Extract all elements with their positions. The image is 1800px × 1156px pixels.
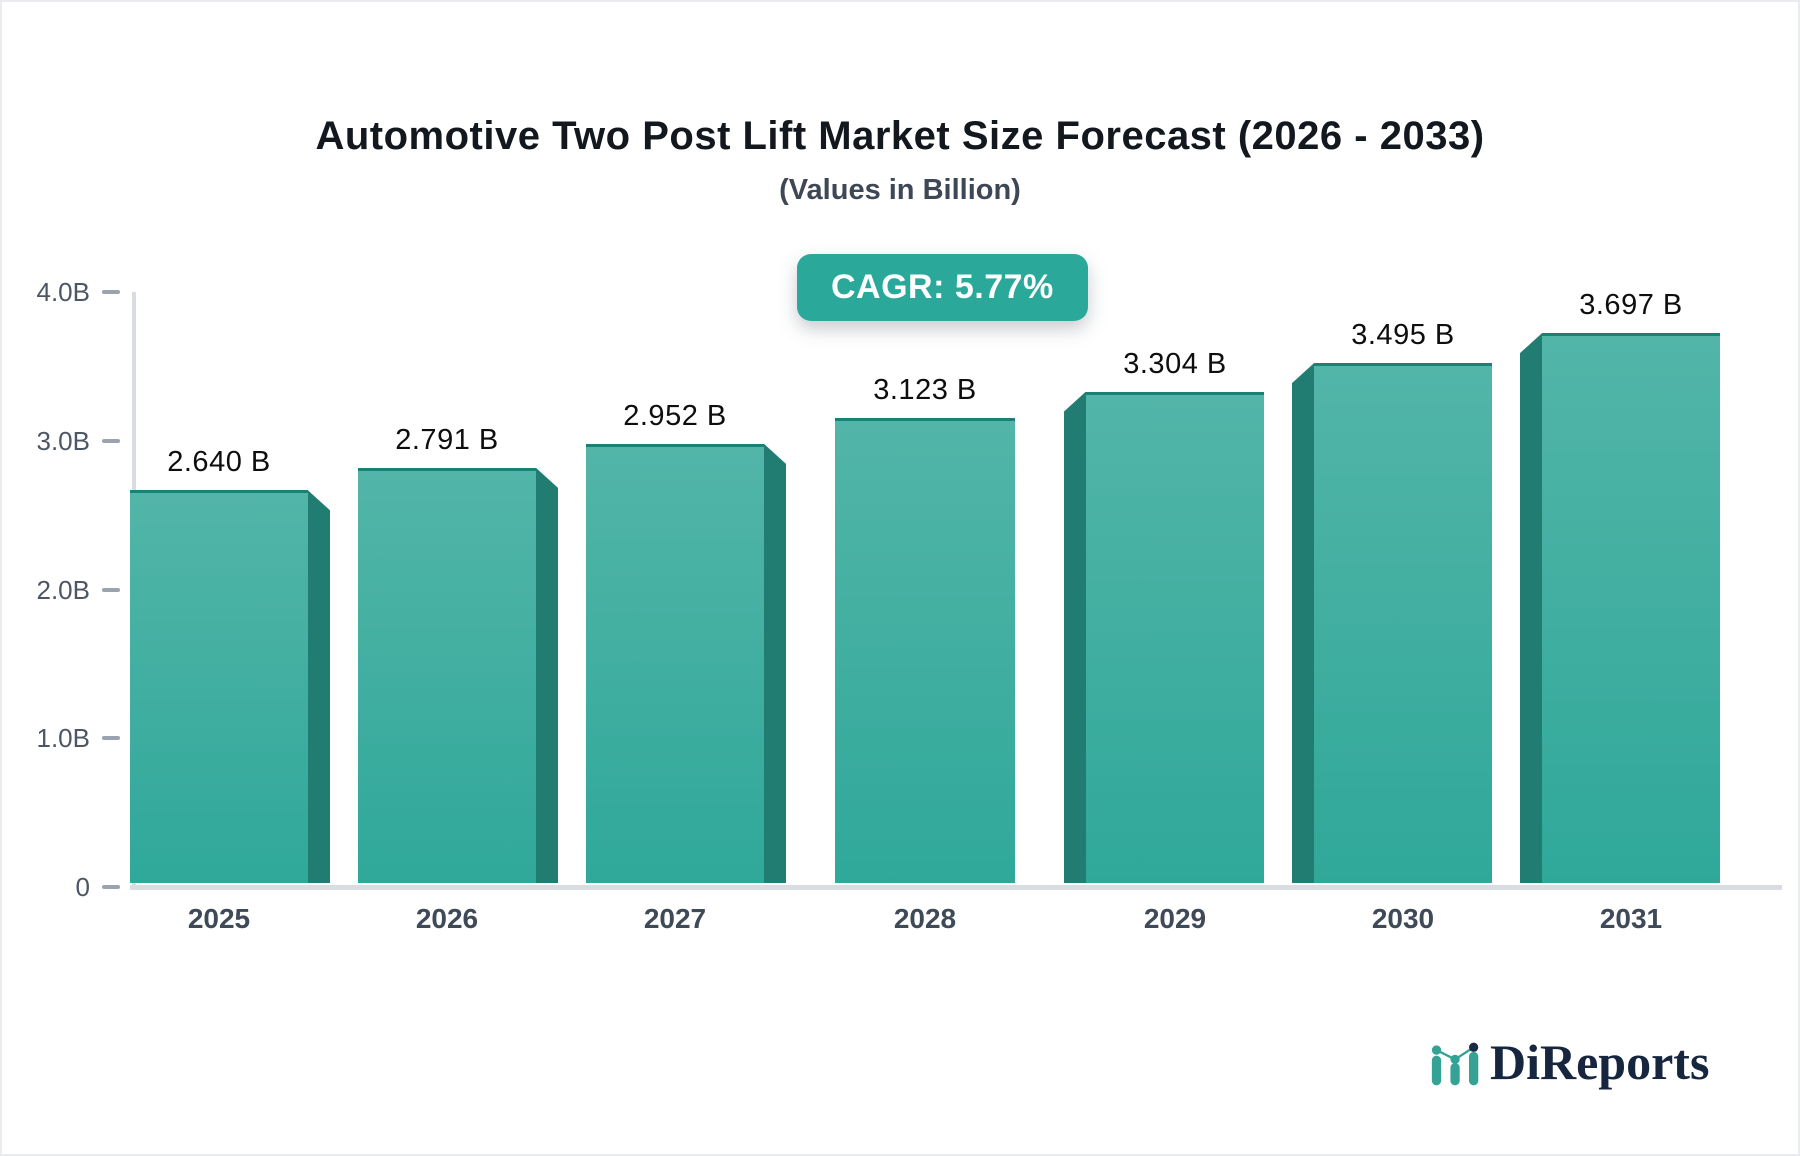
y-tick-mark [102, 736, 120, 741]
x-axis-line [130, 885, 1782, 890]
bar-face [835, 418, 1015, 883]
bar-value-label: 3.123 B [873, 374, 977, 407]
bar-2027: 2.952 B [586, 400, 786, 883]
x-axis-label-2030: 2030 [1371, 903, 1435, 934]
bar-face [130, 490, 308, 883]
bar-2030: 3.495 B [1292, 319, 1492, 883]
bar-3d-side [764, 443, 786, 883]
bar-value-label: 2.952 B [623, 399, 727, 432]
x-axis-label-2025: 2025 [187, 903, 251, 934]
bar-2026: 2.791 B [358, 424, 558, 883]
x-axis-label-2028: 2028 [893, 903, 957, 934]
bar-face [1314, 363, 1492, 883]
y-tick-label: 3.0B [36, 425, 91, 456]
chart-subtitle: (Values in Billion) [779, 174, 1021, 206]
y-tick-label: 4.0B [36, 277, 91, 307]
bar-value-label: 3.495 B [1351, 319, 1455, 352]
bar-face [586, 443, 764, 883]
y-tick-label: 1.0B [36, 723, 91, 754]
bar-3d-side [1520, 333, 1542, 883]
bar-face [358, 467, 536, 883]
bar-3d-side [308, 490, 330, 883]
bar-value-label: 3.697 B [1579, 289, 1683, 322]
x-axis-label-2031: 2031 [1599, 903, 1663, 934]
cagr-badge: CAGR: 5.77% [797, 254, 1088, 321]
bar-value-label: 2.791 B [395, 423, 499, 456]
bar-value-label: 3.304 B [1123, 347, 1227, 380]
bar-3d-side [536, 467, 558, 883]
bar-face [1086, 391, 1264, 883]
mini-bar-chart-logo-icon [1431, 1042, 1479, 1086]
bar-face [1542, 333, 1720, 883]
direports-logo: DiReports [1430, 1036, 1709, 1088]
x-axis-label-2029: 2029 [1143, 903, 1207, 934]
y-tick-mark [102, 587, 120, 592]
bar-2031: 3.697 B [1520, 289, 1720, 883]
y-tick-mark [102, 885, 120, 889]
bar-2028: 3.123 B [835, 374, 1015, 883]
y-tick-label: 2.0B [36, 574, 91, 605]
bar-3d-side [1064, 391, 1086, 883]
bar-3d-side [1292, 363, 1314, 883]
logo-text: DiReports [1490, 1034, 1710, 1090]
bar-2025: 2.640 B [130, 446, 330, 883]
bar-value-label: 2.640 B [167, 446, 271, 479]
x-axis-label-2026: 2026 [415, 903, 479, 934]
y-tick-mark [102, 290, 120, 294]
bar-2029: 3.304 B [1064, 348, 1264, 883]
x-axis-label-2027: 2027 [643, 903, 707, 934]
y-tick-mark [102, 438, 120, 443]
y-tick-label: 0 [75, 872, 90, 902]
chart-title: Automotive Two Post Lift Market Size For… [315, 114, 1485, 158]
